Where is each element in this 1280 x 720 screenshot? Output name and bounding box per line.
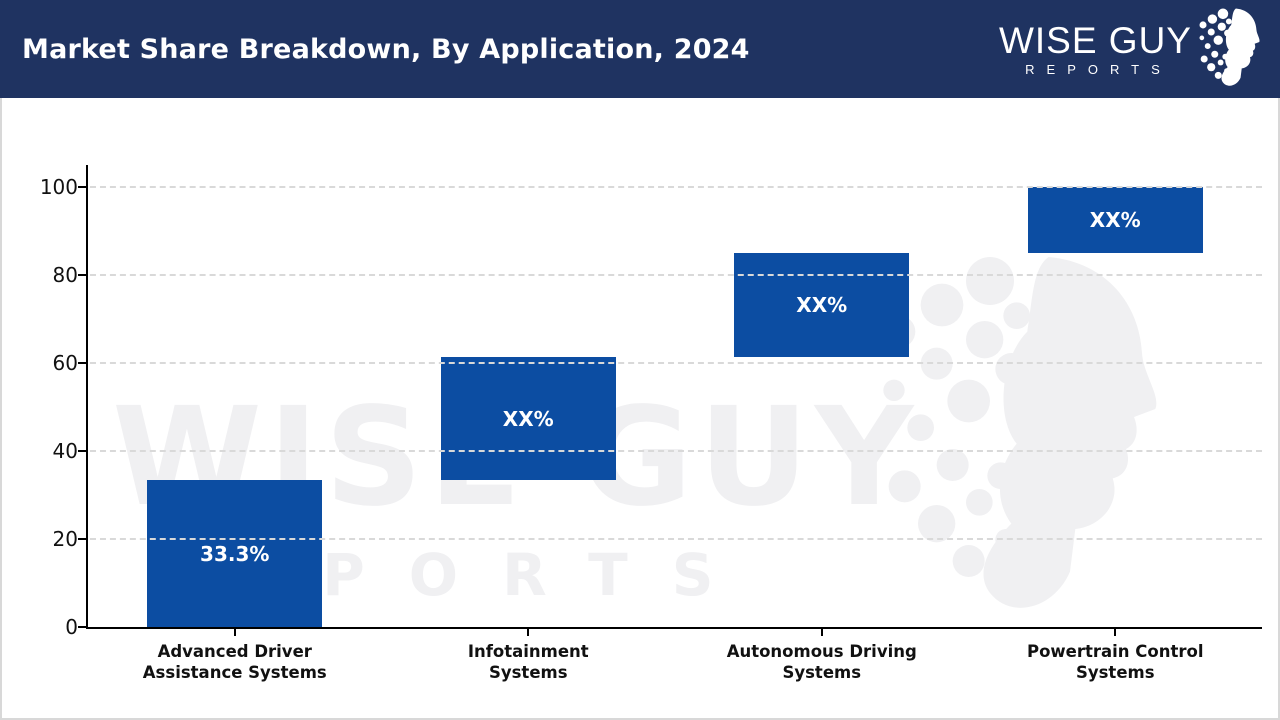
chart-bar: XX% xyxy=(440,356,616,481)
gridline xyxy=(90,361,1262,364)
y-tick-label: 20 xyxy=(52,526,78,551)
gridline xyxy=(90,449,1262,452)
logo-head-icon xyxy=(1199,8,1260,86)
x-category-label: Advanced Driver Assistance Systems xyxy=(142,642,327,683)
page-title: Market Share Breakdown, By Application, … xyxy=(22,33,750,65)
x-tick-mark xyxy=(233,627,236,636)
app-header: Market Share Breakdown, By Application, … xyxy=(0,0,1280,98)
bar-value-label: XX% xyxy=(796,292,848,317)
chart-bar: XX% xyxy=(1027,186,1203,253)
y-tick-label: 60 xyxy=(52,350,78,375)
x-tick-mark xyxy=(527,627,530,636)
y-axis-line xyxy=(86,165,88,629)
x-category-label: Infotainment Systems xyxy=(467,642,589,683)
gridline xyxy=(90,273,1262,276)
brand-logo: WISE GUY REPORTS xyxy=(999,5,1266,93)
x-tick-mark xyxy=(1114,627,1117,636)
y-tick-label: 40 xyxy=(52,438,78,463)
x-tick-mark xyxy=(820,627,823,636)
chart-bar: XX% xyxy=(734,252,910,357)
brand-sub-label: REPORTS xyxy=(1025,61,1172,77)
y-tick-mark xyxy=(78,449,87,452)
brand-name-label: WISE GUY xyxy=(998,19,1192,61)
y-tick-label: 0 xyxy=(65,615,78,639)
chart-bar: 33.3% xyxy=(147,480,323,627)
x-category-label: Autonomous Driving Systems xyxy=(726,642,917,683)
y-tick-label: 100 xyxy=(39,174,78,199)
bar-value-label: XX% xyxy=(1089,207,1141,232)
y-tick-mark xyxy=(78,273,87,276)
gridline xyxy=(90,185,1262,188)
y-tick-mark xyxy=(78,537,87,540)
y-tick-label: 80 xyxy=(52,262,78,287)
brand-text: WISE GUY REPORTS xyxy=(999,22,1192,77)
bar-value-label: XX% xyxy=(502,406,554,431)
x-category-label: Powertrain Control Systems xyxy=(1026,642,1204,683)
y-tick-mark xyxy=(78,626,87,628)
x-axis-line xyxy=(86,627,1262,629)
gridline xyxy=(90,537,1262,540)
y-tick-mark xyxy=(78,185,87,188)
y-tick-mark xyxy=(78,361,87,364)
bar-value-label: 33.3% xyxy=(200,541,270,566)
